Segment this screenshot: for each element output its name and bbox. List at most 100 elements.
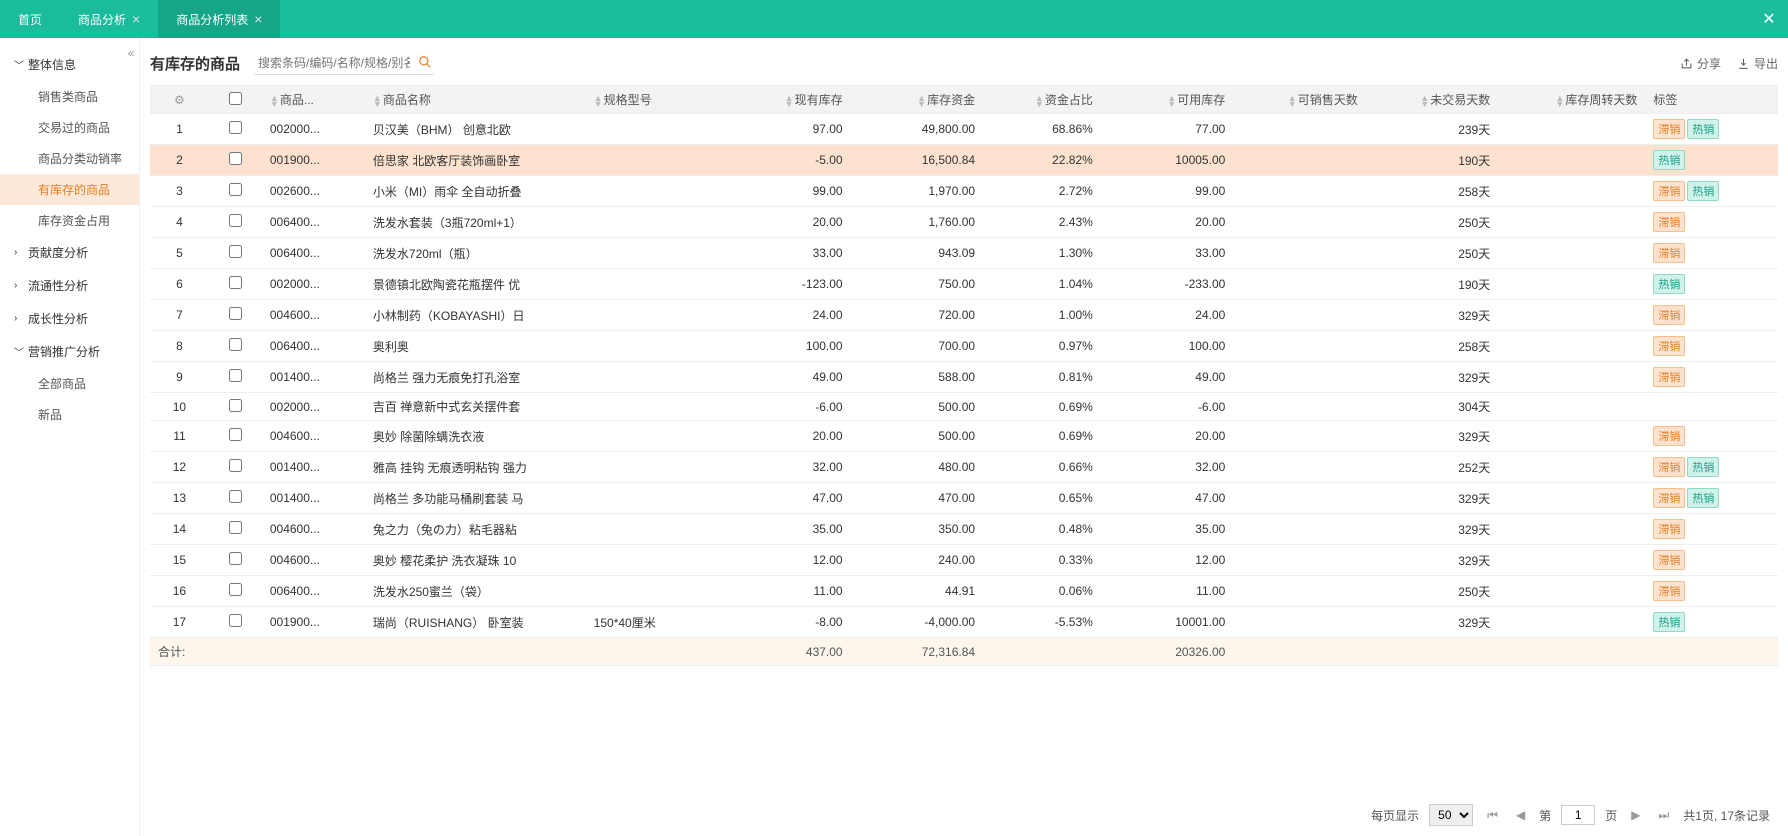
sidebar-item-0-0[interactable]: 销售类商品	[0, 81, 139, 112]
cell-ratio: 0.66%	[983, 452, 1101, 483]
nav-group-4[interactable]: ﹀营销推广分析	[0, 335, 139, 368]
sidebar-item-4-0[interactable]: 全部商品	[0, 368, 139, 399]
row-checkbox[interactable]	[229, 614, 242, 627]
close-icon[interactable]: ×	[132, 11, 140, 27]
tab-2[interactable]: 商品分析列表×	[158, 0, 280, 38]
cell-spec	[586, 114, 718, 145]
table-row[interactable]: 15004600...奥妙 樱花柔护 洗衣凝珠 1012.00240.000.3…	[150, 545, 1778, 576]
search-icon[interactable]	[418, 55, 432, 72]
col-saleDays[interactable]: ▲▼可销售天数	[1233, 86, 1365, 114]
row-checkbox[interactable]	[229, 552, 242, 565]
col-code[interactable]: ▲▼商品...	[262, 86, 365, 114]
row-checkbox[interactable]	[229, 245, 242, 258]
row-checkbox[interactable]	[229, 338, 242, 351]
prev-page-button[interactable]: ◀	[1512, 808, 1529, 822]
table-row[interactable]: 16006400...洗发水250蜜兰（袋）11.0044.910.06%11.…	[150, 576, 1778, 607]
cell-saleDays	[1233, 207, 1365, 238]
nav-group-2[interactable]: ›流通性分析	[0, 269, 139, 302]
row-checkbox[interactable]	[229, 399, 242, 412]
row-index: 7	[150, 300, 209, 331]
row-checkbox[interactable]	[229, 459, 242, 472]
col-turnDays[interactable]: ▲▼库存周转天数	[1498, 86, 1645, 114]
table-row[interactable]: 7004600...小林制药（KOBAYASHI）日24.00720.001.0…	[150, 300, 1778, 331]
row-checkbox[interactable]	[229, 276, 242, 289]
col-ratio[interactable]: ▲▼资金占比	[983, 86, 1101, 114]
table-row[interactable]: 1002000...贝汉美（BHM） 创意北欧97.0049,800.0068.…	[150, 114, 1778, 145]
cell-noTrade: 250天	[1366, 576, 1498, 607]
row-checkbox[interactable]	[229, 490, 242, 503]
table-row[interactable]: 13001400...尚格兰 多功能马桶刷套装 马47.00470.000.65…	[150, 483, 1778, 514]
row-checkbox[interactable]	[229, 152, 242, 165]
first-page-button[interactable]: ⏮	[1483, 808, 1502, 823]
cell-noTrade: 190天	[1366, 145, 1498, 176]
row-checkbox[interactable]	[229, 121, 242, 134]
row-checkbox[interactable]	[229, 521, 242, 534]
export-button[interactable]: 导出	[1737, 55, 1778, 72]
table-row[interactable]: 3002600...小米（MI）雨伞 全自动折叠99.001,970.002.7…	[150, 176, 1778, 207]
collapse-sidebar-icon[interactable]: «	[122, 44, 140, 62]
cell-stock: -5.00	[718, 145, 850, 176]
gear-icon[interactable]: ⚙	[174, 93, 185, 107]
table-row[interactable]: 17001900...瑞尚（RUISHANG） 卧室装150*40厘米-8.00…	[150, 607, 1778, 638]
cell-ratio: 2.72%	[983, 176, 1101, 207]
row-checkbox[interactable]	[229, 183, 242, 196]
cell-avail: 11.00	[1101, 576, 1233, 607]
row-checkbox[interactable]	[229, 214, 242, 227]
table-row[interactable]: 11004600...奥妙 除菌除螨洗衣液20.00500.000.69%20.…	[150, 421, 1778, 452]
nav-group-3[interactable]: ›成长性分析	[0, 302, 139, 335]
sidebar-item-4-1[interactable]: 新品	[0, 399, 139, 430]
nav-group-0[interactable]: ﹀整体信息	[0, 48, 139, 81]
table-row[interactable]: 5006400...洗发水720ml（瓶）33.00943.091.30%33.…	[150, 238, 1778, 269]
row-index: 16	[150, 576, 209, 607]
col-noTrade[interactable]: ▲▼未交易天数	[1366, 86, 1498, 114]
cell-saleDays	[1233, 421, 1365, 452]
cell-tags: 滞销	[1645, 238, 1778, 269]
col-avail[interactable]: ▲▼可用库存	[1101, 86, 1233, 114]
cell-noTrade: 250天	[1366, 238, 1498, 269]
share-button[interactable]: 分享	[1680, 55, 1721, 72]
tab-0[interactable]: 首页	[0, 0, 60, 38]
col-tags: 标签	[1645, 86, 1778, 114]
table-row[interactable]: 6002000...景德镇北欧陶瓷花瓶摆件 优-123.00750.001.04…	[150, 269, 1778, 300]
table-row[interactable]: 9001400...尚格兰 强力无痕免打孔浴室49.00588.000.81%4…	[150, 362, 1778, 393]
cell-capital: 750.00	[851, 269, 983, 300]
table-row[interactable]: 12001400...雅高 挂钩 无痕透明粘钩 强力32.00480.000.6…	[150, 452, 1778, 483]
cell-noTrade: 329天	[1366, 362, 1498, 393]
row-checkbox[interactable]	[229, 307, 242, 320]
sort-icon: ▲▼	[917, 95, 925, 107]
sidebar-item-0-3[interactable]: 有库存的商品	[0, 174, 139, 205]
col-stock[interactable]: ▲▼现有库存	[718, 86, 850, 114]
row-checkbox[interactable]	[229, 428, 242, 441]
row-checkbox[interactable]	[229, 583, 242, 596]
table-row[interactable]: 8006400...奥利奥100.00700.000.97%100.00258天…	[150, 331, 1778, 362]
last-page-button[interactable]: ⏭	[1654, 808, 1673, 823]
cell-spec	[586, 545, 718, 576]
nav-group-label: 流通性分析	[28, 277, 88, 294]
per-page-select[interactable]: 50	[1429, 804, 1473, 826]
cell-spec	[586, 331, 718, 362]
table-row[interactable]: 10002000...吉百 禅意新中式玄关摆件套-6.00500.000.69%…	[150, 393, 1778, 421]
nav-group-1[interactable]: ›贡献度分析	[0, 236, 139, 269]
tab-1[interactable]: 商品分析×	[60, 0, 158, 38]
page-input[interactable]	[1561, 805, 1595, 825]
search-input[interactable]	[254, 52, 434, 75]
sidebar-item-0-4[interactable]: 库存资金占用	[0, 205, 139, 236]
col-name[interactable]: ▲▼商品名称	[365, 86, 586, 114]
sidebar-item-0-1[interactable]: 交易过的商品	[0, 112, 139, 143]
row-checkbox[interactable]	[229, 369, 242, 382]
table-row[interactable]: 4006400...洗发水套装（3瓶720ml+1）20.001,760.002…	[150, 207, 1778, 238]
sidebar-item-0-2[interactable]: 商品分类动销率	[0, 143, 139, 174]
col-spec[interactable]: ▲▼规格型号	[586, 86, 718, 114]
col-capital[interactable]: ▲▼库存资金	[851, 86, 983, 114]
cell-tags: 滞销热销	[1645, 176, 1778, 207]
cell-stock: -6.00	[718, 393, 850, 421]
next-page-button[interactable]: ▶	[1627, 808, 1644, 822]
close-icon[interactable]: ×	[254, 11, 262, 27]
cell-saleDays	[1233, 452, 1365, 483]
table-row[interactable]: 14004600...兔之力（兔の力）粘毛器粘35.00350.000.48%3…	[150, 514, 1778, 545]
select-all-checkbox[interactable]	[229, 92, 242, 105]
close-all-tabs[interactable]: ✕	[1750, 0, 1788, 38]
table-row[interactable]: 2001900...倍思家 北欧客厅装饰画卧室-5.0016,500.8422.…	[150, 145, 1778, 176]
cell-name: 雅高 挂钩 无痕透明粘钩 强力	[365, 452, 586, 483]
cell-spec	[586, 207, 718, 238]
